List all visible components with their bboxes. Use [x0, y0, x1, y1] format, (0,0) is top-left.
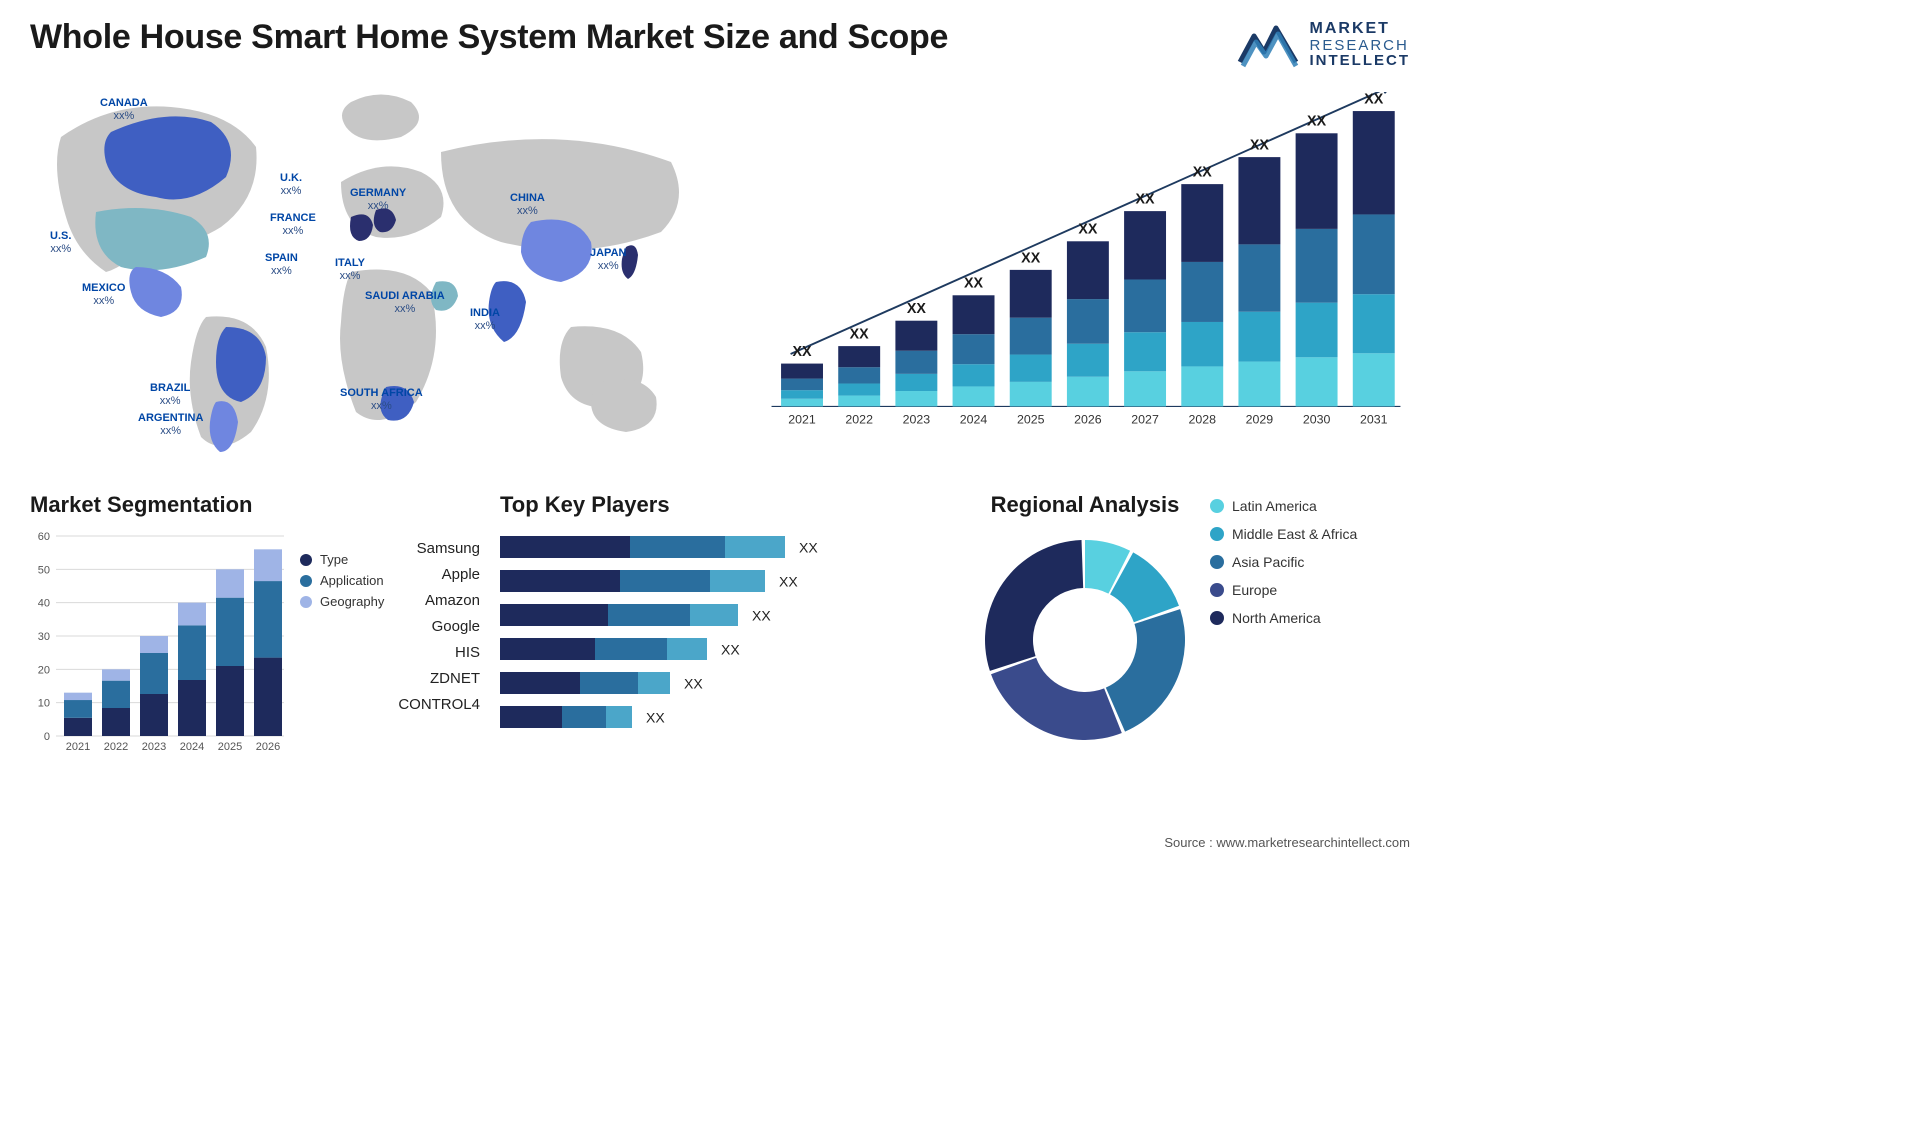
map-label-spain: SPAINxx%	[265, 252, 298, 277]
regional-legend-item: Latin America	[1210, 498, 1410, 514]
map-label-canada: CANADAxx%	[100, 97, 148, 122]
svg-text:XX: XX	[1307, 114, 1327, 130]
map-label-germany: GERMANYxx%	[350, 187, 406, 212]
svg-text:XX: XX	[1193, 164, 1213, 180]
map-label-france: FRANCExx%	[270, 212, 316, 237]
player-list-item: Google	[432, 618, 480, 635]
logo-mark-icon	[1236, 18, 1300, 72]
svg-text:2028: 2028	[1188, 413, 1216, 427]
regional-legend-item: North America	[1210, 610, 1410, 626]
svg-text:40: 40	[38, 598, 50, 610]
segmentation-legend-item: Geography	[300, 594, 420, 609]
key-players-list: Samsung Apple Amazon Google HIS ZDNET CONTROL4	[350, 492, 480, 765]
svg-text:30: 30	[38, 631, 50, 643]
svg-text:XX: XX	[964, 276, 984, 292]
svg-text:50: 50	[38, 564, 50, 576]
market-segmentation-panel: Market Segmentation 0 10 20 30 40 50 60 2021 202…	[30, 492, 330, 765]
map-label-italy: ITALYxx%	[335, 257, 365, 282]
map-label-mexico: MEXICOxx%	[82, 282, 125, 307]
svg-text:2026: 2026	[1074, 413, 1102, 427]
logo-text-2: RESEARCH	[1310, 38, 1411, 54]
svg-text:XX: XX	[752, 608, 771, 624]
player-list-item: HIS	[455, 644, 480, 661]
svg-text:2027: 2027	[1131, 413, 1159, 427]
map-label-saudiarabia: SAUDI ARABIAxx%	[365, 290, 445, 315]
svg-text:XX: XX	[779, 574, 798, 590]
svg-text:2029: 2029	[1246, 413, 1274, 427]
svg-text:2024: 2024	[960, 413, 988, 427]
logo-text-1: MARKET	[1310, 21, 1411, 38]
svg-text:2023: 2023	[142, 741, 166, 753]
segmentation-legend-item: Type	[300, 552, 420, 567]
svg-text:2021: 2021	[66, 741, 90, 753]
svg-text:2023: 2023	[903, 413, 931, 427]
svg-text:2030: 2030	[1303, 413, 1331, 427]
svg-text:2024: 2024	[180, 741, 204, 753]
market-size-bar-chart: XX 2021 XX 2022 XX 2023 XX 2024 XX 2025 XX 2026 XX 20…	[762, 82, 1410, 462]
svg-text:2025: 2025	[218, 741, 242, 753]
svg-text:XX: XX	[1078, 222, 1098, 238]
logo: MARKET RESEARCH INTELLECT	[1236, 18, 1411, 72]
svg-text:2022: 2022	[845, 413, 873, 427]
svg-text:XX: XX	[721, 642, 740, 658]
map-label-argentina: ARGENTINAxx%	[138, 412, 203, 437]
svg-text:XX: XX	[850, 326, 870, 342]
svg-text:20: 20	[38, 664, 50, 676]
svg-text:XX: XX	[907, 301, 927, 317]
map-label-japan: JAPANxx%	[590, 247, 626, 272]
regional-analysis-panel: Regional Analysis Latin America Middle Ea…	[980, 492, 1410, 765]
svg-text:2026: 2026	[256, 741, 280, 753]
map-label-china: CHINAxx%	[510, 192, 545, 217]
svg-text:XX: XX	[1364, 92, 1384, 107]
svg-text:2021: 2021	[788, 413, 816, 427]
player-list-item: Samsung	[417, 540, 480, 557]
player-list-item: Amazon	[425, 592, 480, 609]
map-label-uk: U.K.xx%	[280, 172, 302, 197]
svg-text:XX: XX	[1250, 137, 1270, 153]
player-list-item: CONTROL4	[398, 696, 480, 713]
players-title: Top Key Players	[500, 492, 960, 518]
key-players-panel: Top Key Players XX XX XX XX XX XX	[500, 492, 960, 765]
svg-text:XX: XX	[792, 344, 812, 360]
svg-text:2025: 2025	[1017, 413, 1045, 427]
player-list-item: Apple	[442, 566, 480, 583]
svg-text:2031: 2031	[1360, 413, 1388, 427]
svg-text:60: 60	[38, 531, 50, 543]
svg-text:XX: XX	[799, 540, 818, 556]
segmentation-title: Market Segmentation	[30, 492, 330, 518]
svg-text:10: 10	[38, 698, 50, 710]
regional-legend-item: Asia Pacific	[1210, 554, 1410, 570]
player-list-item: ZDNET	[430, 670, 480, 687]
svg-text:2022: 2022	[104, 741, 128, 753]
svg-text:XX: XX	[646, 710, 665, 726]
svg-text:XX: XX	[684, 676, 703, 692]
source-text: Source : www.marketresearchintellect.com	[1164, 835, 1410, 850]
map-label-india: INDIAxx%	[470, 307, 500, 332]
regional-title: Regional Analysis	[980, 492, 1190, 518]
segmentation-legend-item: Application	[300, 573, 420, 588]
map-label-southafrica: SOUTH AFRICAxx%	[340, 387, 423, 412]
svg-text:XX: XX	[1136, 191, 1156, 207]
regional-legend-item: Europe	[1210, 582, 1410, 598]
map-label-brazil: BRAZILxx%	[150, 382, 190, 407]
page-title: Whole House Smart Home System Market Siz…	[30, 18, 948, 57]
map-label-us: U.S.xx%	[50, 230, 71, 255]
svg-text:XX: XX	[1021, 250, 1041, 266]
svg-text:0: 0	[44, 731, 50, 743]
regional-legend-item: Middle East & Africa	[1210, 526, 1410, 542]
world-map-panel: CANADAxx% U.S.xx% MEXICOxx% BRAZILxx% ARGENT…	[30, 82, 732, 462]
logo-text-3: INTELLECT	[1310, 53, 1411, 69]
